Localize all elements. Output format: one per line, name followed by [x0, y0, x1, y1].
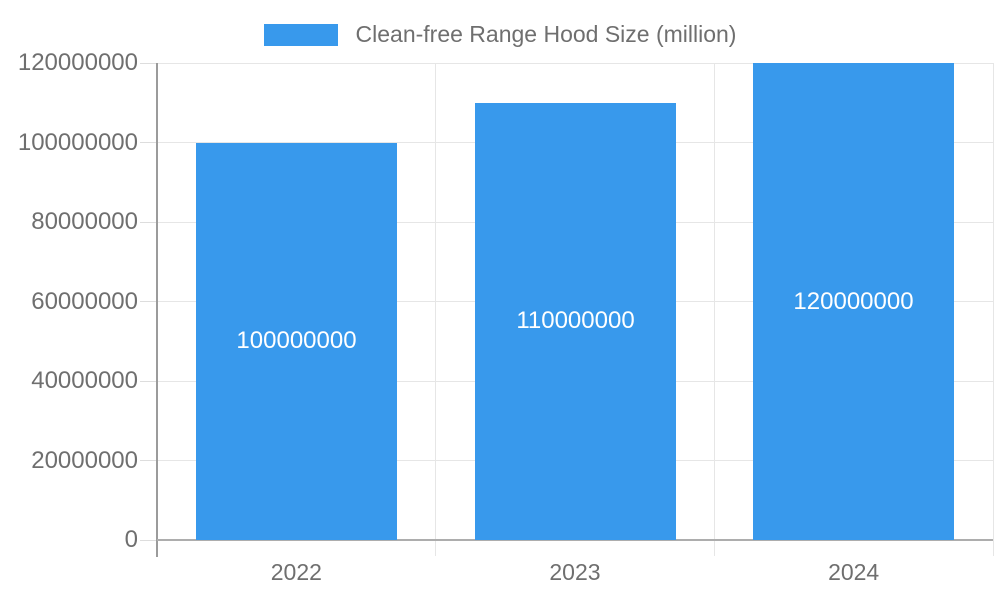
x-axis-line — [157, 539, 993, 541]
y-tick — [140, 301, 157, 302]
y-tick — [140, 380, 157, 382]
x-tick — [435, 540, 437, 556]
y-tick — [140, 460, 157, 461]
y-axis-label: 100000000 — [17, 128, 138, 156]
bar — [196, 142, 397, 540]
bar — [753, 63, 954, 540]
y-axis-label: 40000000 — [31, 367, 138, 394]
y-axis-label: 20000000 — [31, 446, 138, 474]
y-axis-label: 120000000 — [17, 49, 138, 76]
legend-label: Clean-free Range Hood Size (million) — [355, 21, 737, 47]
legend-swatch — [263, 23, 338, 46]
bar-data-label: 120000000 — [793, 287, 914, 315]
y-axis-line — [156, 63, 158, 557]
legend: Clean-free Range Hood Size (million) — [0, 21, 1000, 48]
x-axis-label: 2022 — [270, 559, 322, 585]
y-tick — [140, 539, 157, 541]
category-separator — [435, 63, 437, 540]
category-separator — [992, 63, 994, 540]
y-tick — [140, 142, 157, 143]
bar — [475, 102, 676, 540]
x-axis-label: 2023 — [549, 559, 601, 585]
y-axis-label: 60000000 — [31, 287, 138, 315]
category-separator — [713, 63, 715, 540]
y-gridline — [157, 62, 993, 64]
y-axis-label: 80000000 — [31, 208, 138, 235]
y-axis-label: 0 — [124, 526, 138, 553]
y-tick — [140, 62, 157, 64]
x-axis-label: 2024 — [828, 559, 880, 585]
x-tick — [992, 540, 994, 556]
bar-data-label: 100000000 — [236, 327, 357, 355]
y-tick — [140, 221, 157, 223]
x-tick — [713, 540, 715, 556]
bar-data-label: 110000000 — [516, 307, 635, 335]
